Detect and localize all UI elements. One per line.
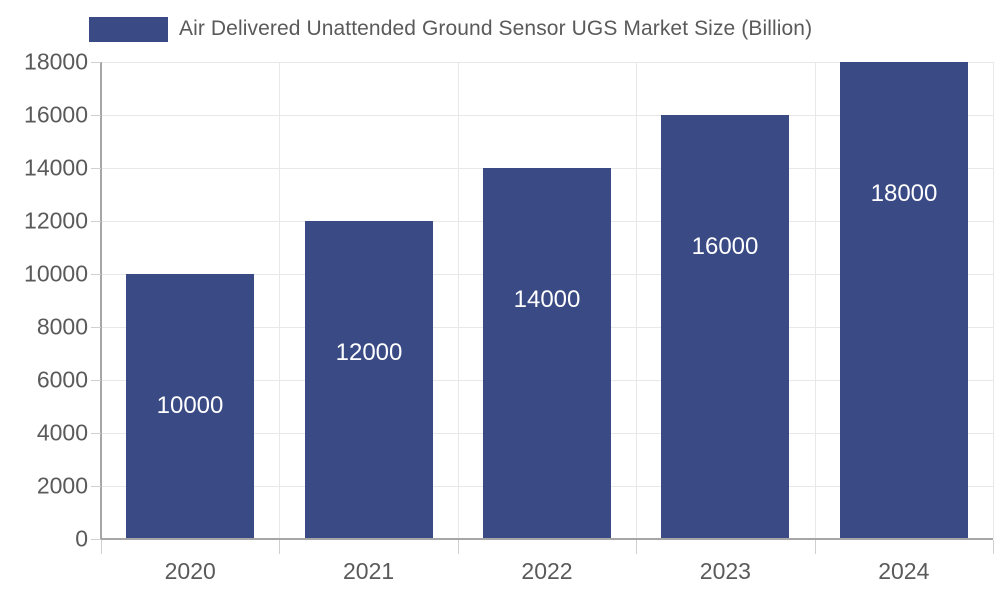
y-axis-tick-label: 18000 <box>24 48 88 75</box>
bar[interactable] <box>126 274 254 539</box>
legend-label: Air Delivered Unattended Ground Sensor U… <box>179 17 813 40</box>
bar[interactable] <box>840 62 968 539</box>
x-axis-tick-label: 2020 <box>164 558 216 584</box>
legend-color-swatch <box>89 16 168 42</box>
y-axis-tick-label: 10000 <box>24 260 88 287</box>
x-axis-tick-label: 2023 <box>699 558 751 584</box>
gridline-horizontal <box>101 115 993 116</box>
gridline-vertical <box>993 62 994 539</box>
y-axis-tick-label: 8000 <box>36 313 88 340</box>
x-axis-tick-label: 2024 <box>878 558 930 584</box>
gridline-vertical <box>815 62 816 539</box>
bar[interactable] <box>661 115 789 539</box>
x-axis-tick-mark <box>101 540 102 554</box>
y-axis-tick-label: 16000 <box>24 101 88 128</box>
y-axis-tick-mark <box>91 539 101 540</box>
gridline-horizontal <box>101 62 993 63</box>
y-axis-tick-label: 6000 <box>36 366 88 393</box>
bar-value-label: 10000 <box>156 392 224 419</box>
x-axis-tick-label: 2022 <box>521 558 573 584</box>
y-axis-tick-label: 12000 <box>24 207 88 234</box>
y-axis-tick-label: 14000 <box>24 154 88 181</box>
y-axis-tick-mark <box>91 168 101 169</box>
y-axis-tick-mark <box>91 380 101 381</box>
y-axis-tick-mark <box>91 62 101 63</box>
y-axis-line <box>100 62 102 540</box>
x-axis-tick-mark <box>636 540 637 554</box>
y-axis-tick-label: 2000 <box>36 472 88 499</box>
y-axis-tick-mark <box>91 221 101 222</box>
chart-legend: Air Delivered Unattended Ground Sensor U… <box>89 10 812 48</box>
y-axis-tick-mark <box>91 115 101 116</box>
y-axis-tick-mark <box>91 486 101 487</box>
y-axis-tick-label: 4000 <box>36 419 88 446</box>
bar-value-label: 18000 <box>870 180 938 207</box>
x-axis-tick-mark <box>815 540 816 554</box>
x-axis-tick-mark <box>458 540 459 554</box>
bar-value-label: 16000 <box>691 233 759 260</box>
x-axis-tick-mark <box>993 540 994 554</box>
bar[interactable] <box>483 168 611 539</box>
x-axis-tick-label: 2021 <box>343 558 395 584</box>
bar-value-label: 12000 <box>335 339 403 366</box>
bar-value-label: 14000 <box>513 286 581 313</box>
y-axis-tick-mark <box>91 327 101 328</box>
y-axis-tick-label: 0 <box>75 525 88 552</box>
y-axis-tick-mark <box>91 274 101 275</box>
x-axis-tick-mark <box>279 540 280 554</box>
plot-area: 10000 12000 14000 16000 18000 <box>101 62 994 540</box>
bar[interactable] <box>305 221 433 539</box>
gridline-vertical <box>636 62 637 539</box>
gridline-vertical <box>458 62 459 539</box>
gridline-vertical <box>279 62 280 539</box>
y-axis-tick-mark <box>91 433 101 434</box>
x-axis-line <box>101 538 993 540</box>
